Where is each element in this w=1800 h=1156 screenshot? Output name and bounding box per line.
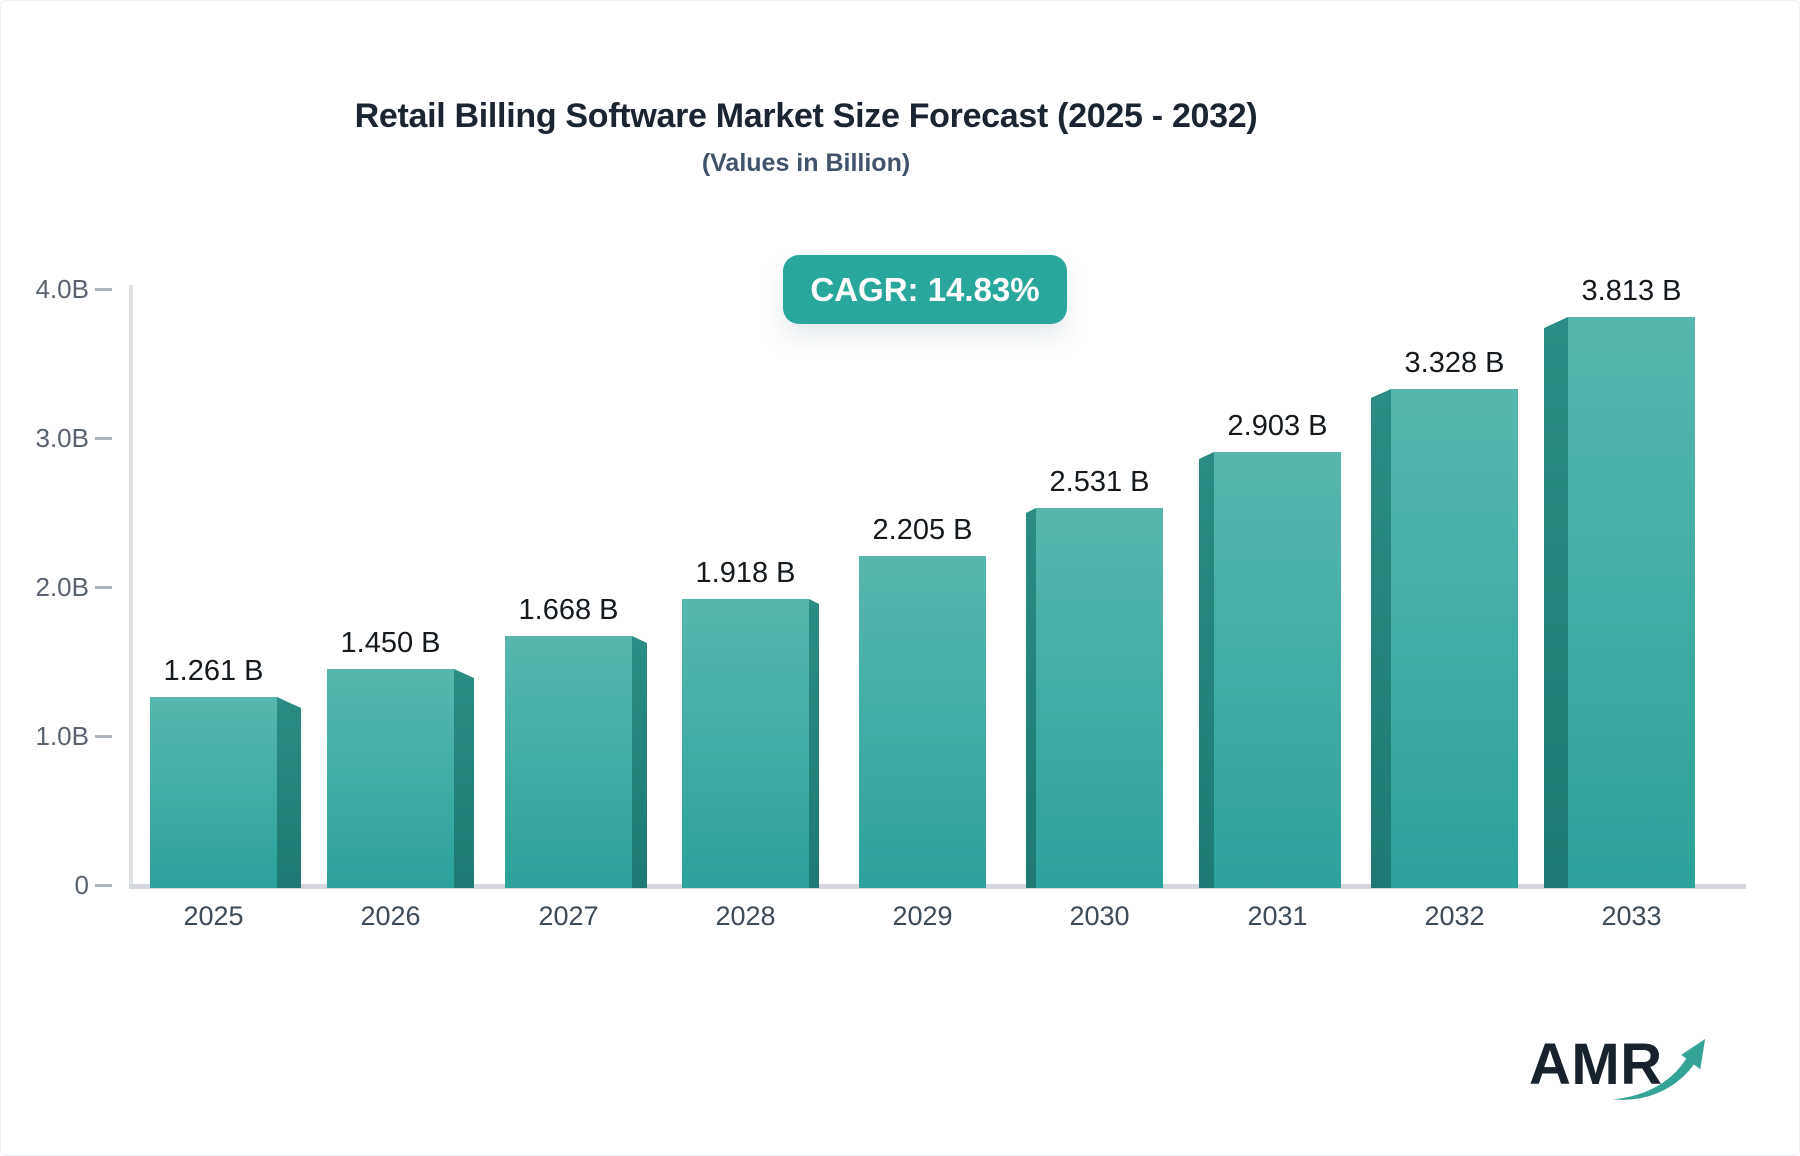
y-tick-4.0B xyxy=(95,288,112,291)
y-tick-label-0: 0 xyxy=(74,870,89,900)
value-label-2032: 3.328 B xyxy=(1404,347,1505,379)
y-tick-label-1.0B: 1.0B xyxy=(35,721,90,751)
y-tick-label-4.0B: 4.0B xyxy=(35,274,90,304)
y-tick-label-2.0B: 2.0B xyxy=(35,572,90,602)
value-label-2030: 2.531 B xyxy=(1049,466,1150,498)
bar-side-face-2030 xyxy=(1026,508,1036,888)
bar-side-face-2033 xyxy=(1544,317,1568,888)
growth-arrow-icon xyxy=(1612,1039,1706,1100)
value-label-2025: 1.261 B xyxy=(163,655,264,687)
y-tick-3.0B xyxy=(95,437,112,440)
bar-2031 xyxy=(1214,452,1341,888)
x-tick-label-2030: 2030 xyxy=(1069,901,1130,931)
bar-2030 xyxy=(1036,508,1163,888)
bar-side-face-2027 xyxy=(632,636,647,888)
bar-2033 xyxy=(1568,317,1695,888)
bar-2025 xyxy=(150,697,277,888)
bar-side-face-2032 xyxy=(1371,389,1391,888)
bar-2029 xyxy=(859,556,986,888)
x-tick-label-2029: 2029 xyxy=(892,901,953,931)
x-tick-label-2028: 2028 xyxy=(715,901,776,931)
value-label-2033: 3.813 B xyxy=(1581,275,1682,307)
bar-side-face-2028 xyxy=(809,599,819,888)
x-tick-label-2031: 2031 xyxy=(1247,901,1308,931)
y-axis-line xyxy=(129,285,133,889)
value-label-2026: 1.450 B xyxy=(340,627,441,659)
chart-title: Retail Billing Software Market Size Fore… xyxy=(354,97,1258,135)
bar-2026 xyxy=(327,669,454,888)
bar-side-face-2031 xyxy=(1199,452,1214,888)
value-label-2027: 1.668 B xyxy=(518,594,619,626)
value-label-2028: 1.918 B xyxy=(695,557,796,589)
x-tick-label-2032: 2032 xyxy=(1424,901,1485,931)
x-tick-label-2025: 2025 xyxy=(183,901,244,931)
value-label-2031: 2.903 B xyxy=(1227,410,1328,442)
y-tick-2.0B xyxy=(95,586,112,589)
bar-2027 xyxy=(505,636,632,888)
bar-side-face-2026 xyxy=(454,669,474,888)
cagr-badge: CAGR: 14.83% xyxy=(783,255,1067,324)
bar-2032 xyxy=(1391,389,1518,888)
chart-subtitle: (Values in Billion) xyxy=(701,149,911,177)
y-tick-label-3.0B: 3.0B xyxy=(35,423,90,453)
amr-logo: AMR xyxy=(1529,1031,1719,1111)
value-label-2029: 2.205 B xyxy=(872,514,973,546)
bar-2028 xyxy=(682,599,809,888)
x-tick-label-2026: 2026 xyxy=(360,901,421,931)
y-tick-0 xyxy=(95,884,112,887)
x-tick-label-2027: 2027 xyxy=(538,901,599,931)
bar-side-face-2025 xyxy=(277,697,301,888)
y-tick-1.0B xyxy=(95,735,112,738)
x-tick-label-2033: 2033 xyxy=(1601,901,1662,931)
logo-text: AMR xyxy=(1529,1032,1663,1097)
